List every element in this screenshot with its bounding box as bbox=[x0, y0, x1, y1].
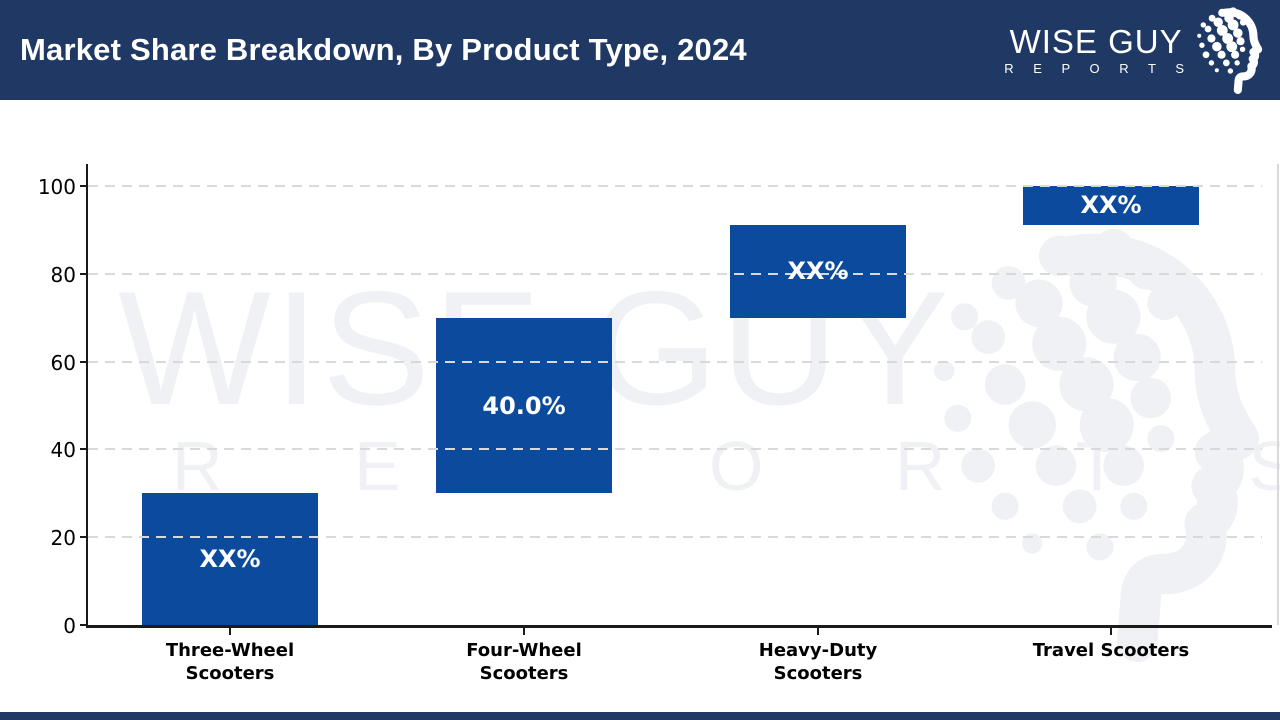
header-bar: Market Share Breakdown, By Product Type,… bbox=[0, 0, 1280, 100]
x-axis-tick bbox=[229, 628, 231, 635]
bar-value-label: XX% bbox=[199, 545, 261, 574]
waterfall-chart: XX% Three-Wheel Scooters 40.0% Four-Wheel S… bbox=[0, 100, 1280, 712]
x-axis-tick bbox=[817, 628, 819, 635]
y-axis-tick-label: 60 bbox=[50, 350, 76, 375]
bar-three-wheel-scooters bbox=[142, 493, 318, 625]
logo-wordmark: WISE GUY bbox=[1009, 22, 1183, 60]
bar-value-label: XX% bbox=[787, 257, 849, 286]
gridline-80 bbox=[88, 272, 1262, 275]
y-axis-tick-label: 20 bbox=[50, 526, 76, 551]
y-axis-tick bbox=[80, 185, 88, 187]
x-axis-category-label: Four-Wheel Scooters bbox=[466, 640, 582, 684]
y-axis-tick-label: 100 bbox=[37, 175, 76, 199]
gridline-100 bbox=[88, 185, 1262, 187]
bar-value-label: 40.0% bbox=[482, 391, 566, 420]
y-axis-tick bbox=[80, 448, 88, 451]
bar-value-label: XX% bbox=[1080, 191, 1142, 220]
logo-subtitle: R E P O R T S bbox=[1004, 60, 1192, 76]
y-axis-tick bbox=[80, 624, 88, 626]
x-axis-spine bbox=[86, 625, 1272, 628]
gridline-40 bbox=[88, 448, 1262, 451]
y-axis-tick bbox=[80, 360, 88, 363]
y-axis-tick bbox=[80, 272, 88, 275]
y-axis-tick bbox=[80, 536, 88, 539]
x-axis-category-label: Travel Scooters bbox=[1032, 640, 1190, 661]
page-title: Market Share Breakdown, By Product Type,… bbox=[20, 32, 747, 67]
y-axis-spine bbox=[86, 164, 88, 628]
x-axis-category-label: Heavy-Duty Scooters bbox=[758, 640, 878, 684]
bar-four-wheel-scooters bbox=[436, 317, 612, 494]
x-axis-category-label: Three-Wheel Scooters bbox=[165, 640, 295, 684]
logo-text: WISE GUY R E P O R T S bbox=[1000, 25, 1192, 76]
y-axis-tick-label: 0 bbox=[63, 614, 76, 638]
bar-travel-scooters bbox=[1023, 186, 1199, 225]
wise-guy-face-icon bbox=[1186, 6, 1268, 94]
x-axis-tick bbox=[1110, 628, 1112, 635]
y-axis-tick-label: 80 bbox=[50, 262, 76, 287]
bar-heavy-duty-scooters bbox=[730, 224, 906, 318]
wise-guy-reports-logo: WISE GUY R E P O R T S bbox=[1000, 0, 1268, 100]
y-axis-tick-label: 40 bbox=[50, 438, 76, 463]
gridline-20 bbox=[88, 536, 1262, 539]
plot-right-spine bbox=[1277, 164, 1279, 625]
x-axis-tick bbox=[523, 628, 525, 635]
footer-bar bbox=[0, 712, 1280, 720]
gridline-60 bbox=[88, 360, 1262, 363]
